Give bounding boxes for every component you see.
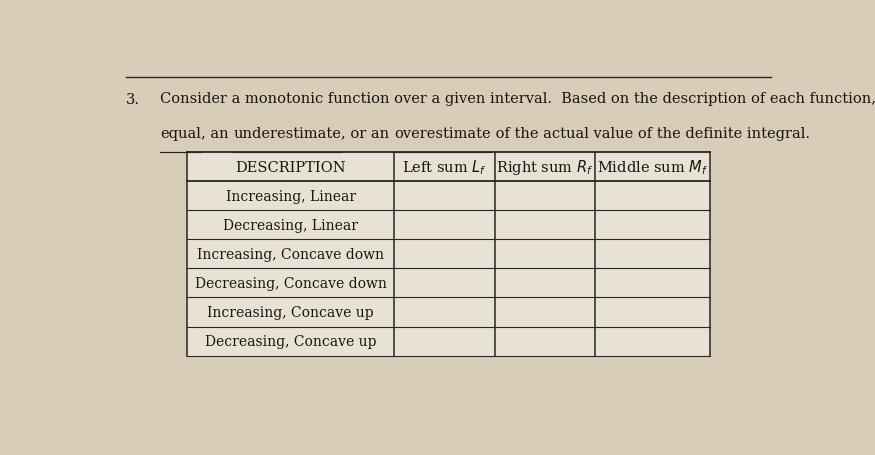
Text: , or an: , or an bbox=[341, 126, 394, 141]
Text: Decreasing, Concave up: Decreasing, Concave up bbox=[205, 334, 376, 349]
Text: Consider a monotonic function over a given interval.  Based on the description o: Consider a monotonic function over a giv… bbox=[160, 91, 875, 106]
Text: Middle sum $M_f$: Middle sum $M_f$ bbox=[597, 158, 708, 177]
Text: DESCRIPTION: DESCRIPTION bbox=[235, 160, 346, 174]
Text: overestimate: overestimate bbox=[394, 126, 491, 141]
Text: Decreasing, Linear: Decreasing, Linear bbox=[223, 218, 358, 232]
Text: Right sum $R_f$: Right sum $R_f$ bbox=[496, 158, 594, 177]
Text: Increasing, Concave up: Increasing, Concave up bbox=[207, 305, 374, 319]
Text: Increasing, Linear: Increasing, Linear bbox=[226, 189, 356, 203]
Text: Left sum $L_f$: Left sum $L_f$ bbox=[402, 158, 486, 177]
Text: underestimate: underestimate bbox=[234, 126, 341, 141]
Text: , an: , an bbox=[201, 126, 234, 141]
Text: equal: equal bbox=[160, 126, 201, 141]
Text: 3.: 3. bbox=[126, 93, 140, 107]
Text: Increasing, Concave down: Increasing, Concave down bbox=[197, 248, 384, 261]
Bar bbox=[187, 153, 710, 356]
Text: Decreasing, Concave down: Decreasing, Concave down bbox=[195, 276, 387, 290]
Text: of the actual value of the definite integral.: of the actual value of the definite inte… bbox=[491, 126, 809, 141]
